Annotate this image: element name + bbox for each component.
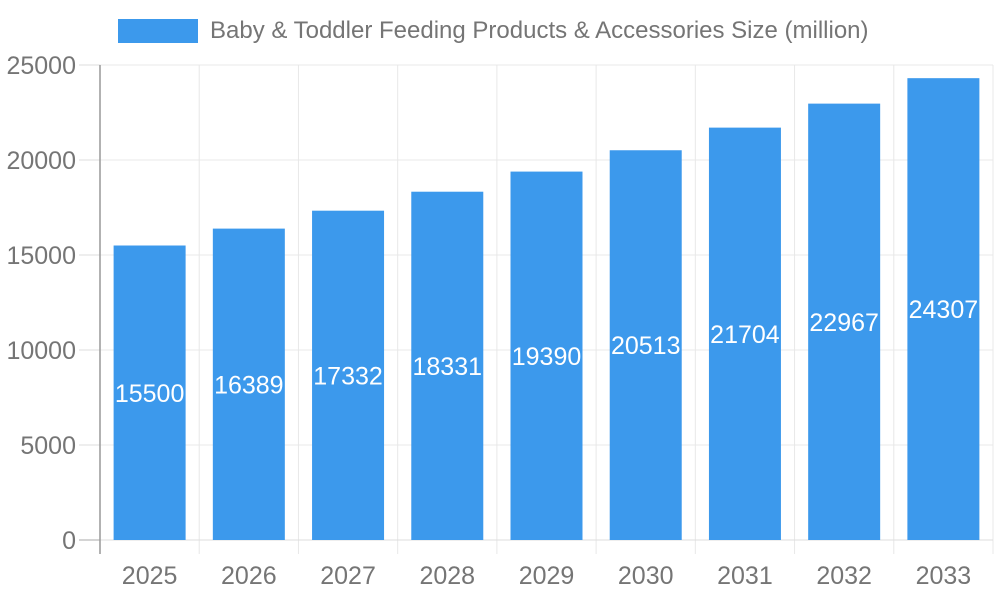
y-tick-label: 15000 [6,242,76,270]
bar-2031[interactable] [708,127,781,541]
bar-value-label: 15500 [115,380,185,408]
y-tick-label: 25000 [6,52,76,80]
bar-value-label: 19390 [512,343,582,371]
x-tick-label: 2033 [916,562,972,590]
x-tick-label: 2031 [717,562,773,590]
x-tick-label: 2029 [519,562,575,590]
bar-2025[interactable] [113,245,186,541]
bar-value-label: 17332 [313,362,383,390]
bar-value-label: 22967 [809,309,879,337]
y-tick-label: 10000 [6,337,76,365]
y-tick-label: 5000 [20,432,76,460]
bar-2028[interactable] [411,191,484,540]
x-tick-label: 2028 [419,562,475,590]
bar-2032[interactable] [808,103,881,540]
legend-label: Baby & Toddler Feeding Products & Access… [210,17,869,44]
x-tick-label: 2025 [122,562,178,590]
bar-2026[interactable] [212,228,285,540]
bar-value-label: 16389 [214,371,284,399]
bar-2030[interactable] [609,150,682,541]
bar-value-label: 18331 [413,353,483,381]
chart-legend[interactable]: Baby & Toddler Feeding Products & Access… [118,19,869,43]
bar-value-label: 21704 [710,321,780,349]
x-tick-label: 2030 [618,562,674,590]
bar-2027[interactable] [312,210,385,540]
x-tick-label: 2027 [320,562,376,590]
legend-swatch [118,19,198,43]
bar-2033[interactable] [907,78,980,541]
x-tick-label: 2026 [221,562,277,590]
bar-value-label: 20513 [611,332,681,360]
y-tick-label: 0 [62,527,76,555]
y-tick-label: 20000 [6,147,76,175]
bar-2029[interactable] [510,171,583,540]
x-tick-label: 2032 [816,562,872,590]
bar-value-label: 24307 [909,296,979,324]
